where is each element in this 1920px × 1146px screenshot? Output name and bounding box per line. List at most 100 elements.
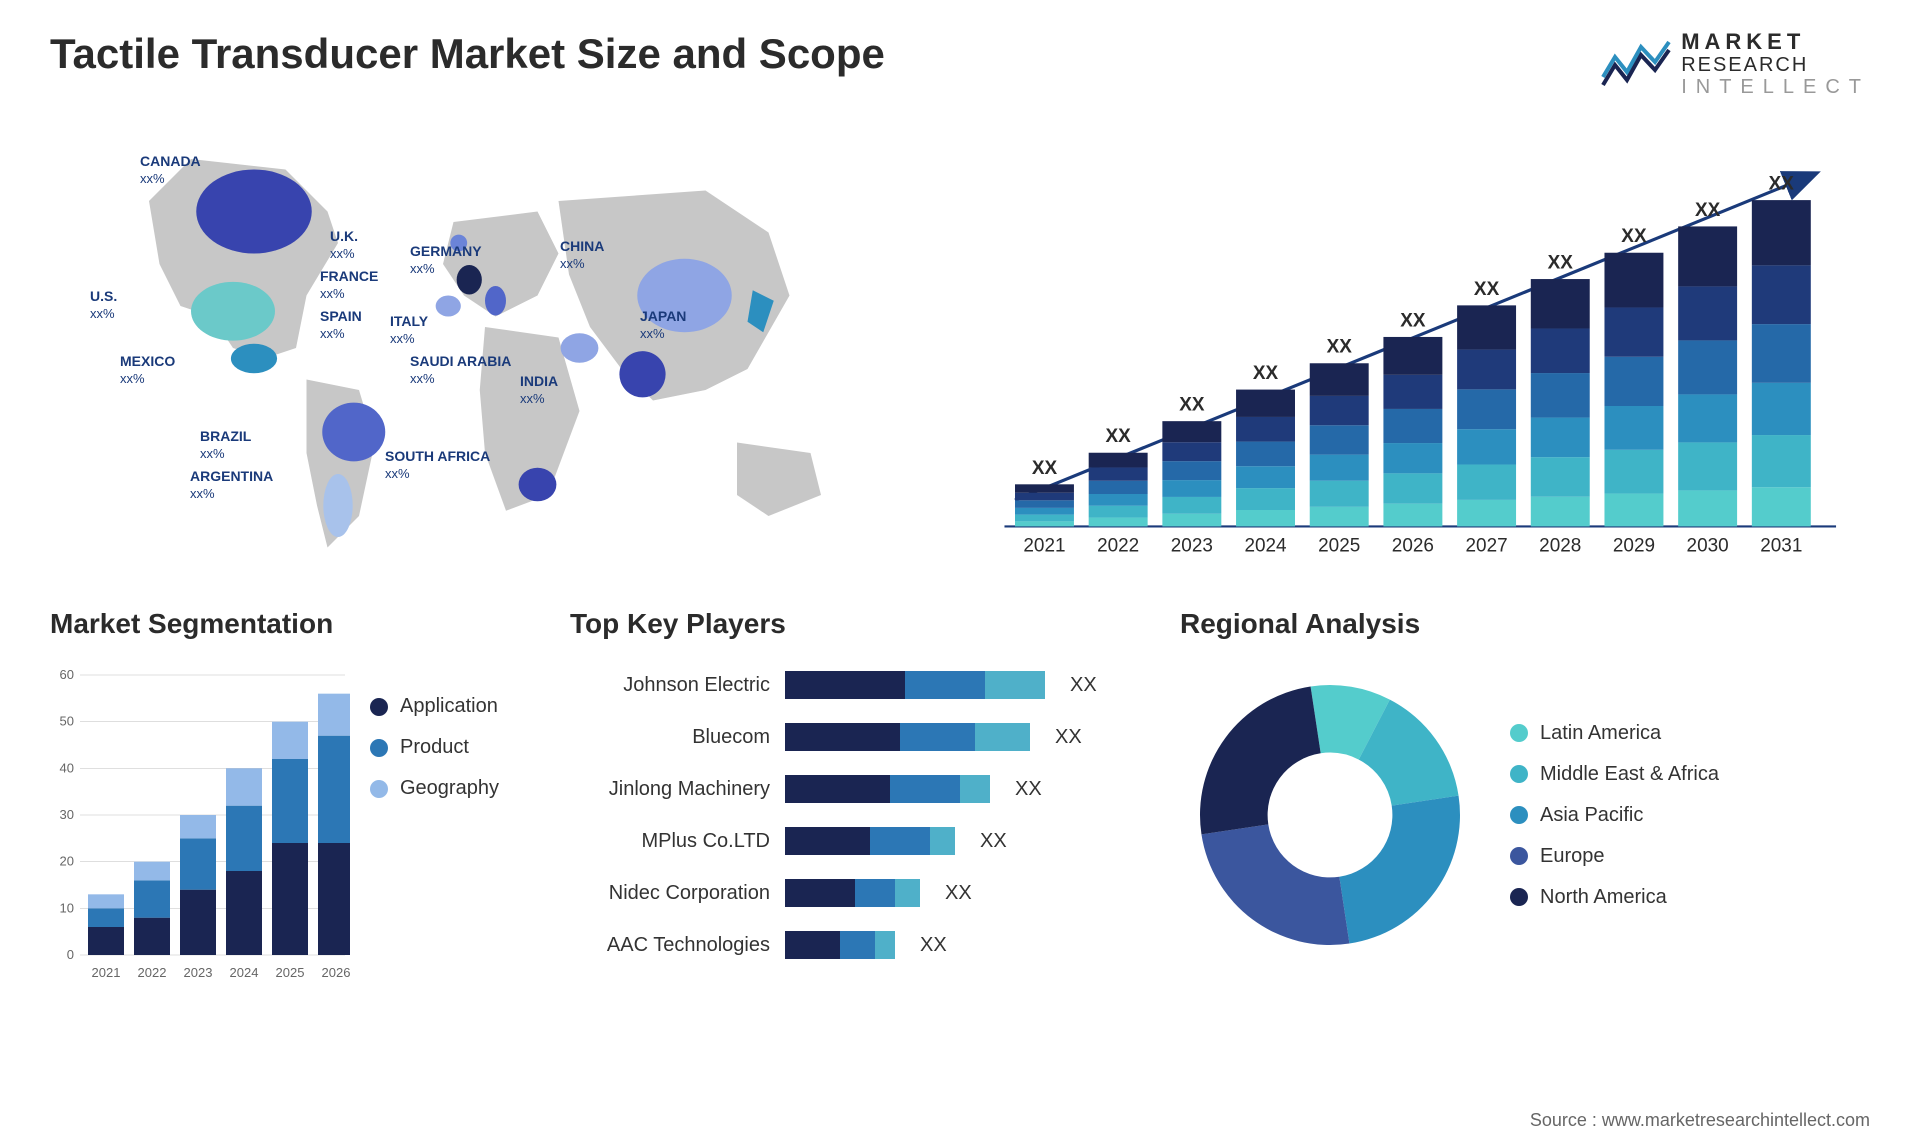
svg-text:2023: 2023 [1171, 536, 1213, 557]
map-label-spain: SPAINxx% [320, 308, 362, 342]
svg-text:10: 10 [60, 901, 74, 916]
svg-text:50: 50 [60, 714, 74, 729]
player-row: Nidec CorporationXX [570, 873, 1130, 913]
svg-text:2026: 2026 [1392, 536, 1434, 557]
player-value: XX [1055, 726, 1082, 749]
bottom-row: Market Segmentation 01020304050602021202… [50, 608, 1870, 1028]
logo-line-3: INTELLECT [1681, 76, 1870, 98]
top-row: CANADAxx% U.S.xx% MEXICOxx% BRAZILxx% ARGENT… [50, 138, 1870, 558]
player-name: Bluecom [570, 726, 770, 749]
player-value: XX [1070, 674, 1097, 697]
player-row: Bluecom XX [570, 717, 1130, 757]
map-label-germany: GERMANYxx% [410, 243, 482, 277]
map-label-south-africa: SOUTH AFRICAxx% [385, 448, 490, 482]
svg-text:2027: 2027 [1466, 536, 1508, 557]
regional-legend-item: Asia Pacific [1510, 804, 1719, 827]
player-name: Johnson Electric [570, 674, 770, 697]
growth-chart: XX 2021 XX 2022 XX 2023 XX 2024 XX 2025 XX 2026 XX 20… [980, 158, 1850, 558]
regional-panel: Regional Analysis Latin America Middle Ea… [1180, 608, 1870, 1028]
player-name: AAC Technologies [570, 934, 770, 957]
regional-legend-item: North America [1510, 886, 1719, 909]
players-chart: Johnson ElectricXXBluecomXXJinlong Machi… [570, 665, 1130, 965]
player-bar [785, 931, 895, 959]
map-label-india: INDIAxx% [520, 373, 558, 407]
svg-text:2028: 2028 [1539, 536, 1581, 557]
player-name: MPlus Co.LTD [570, 830, 770, 853]
svg-text:2022: 2022 [138, 965, 167, 980]
player-row: AAC Technologies XX [570, 925, 1130, 965]
svg-text:XX: XX [1621, 226, 1647, 247]
svg-text:XX: XX [1400, 311, 1426, 332]
svg-text:XX: XX [1695, 200, 1721, 221]
player-bar [785, 775, 990, 803]
svg-text:2023: 2023 [184, 965, 213, 980]
growth-chart-panel: XX 2021 XX 2022 XX 2023 XX 2024 XX 2025 XX 2026 XX 20… [960, 138, 1870, 558]
svg-text:XX: XX [1769, 174, 1795, 195]
map-label-china: CHINAxx% [560, 238, 604, 272]
svg-text:2021: 2021 [92, 965, 121, 980]
segmentation-panel: Market Segmentation 01020304050602021202… [50, 608, 520, 1028]
player-row: Johnson Electric XX [570, 665, 1130, 705]
source-credit: Source : www.marketresearchintellect.com [1530, 1110, 1870, 1131]
svg-text:2022: 2022 [1097, 536, 1139, 557]
svg-text:20: 20 [60, 854, 74, 869]
svg-text:2026: 2026 [322, 965, 350, 980]
players-title: Top Key Players [570, 608, 1130, 640]
player-bar [785, 879, 920, 907]
page-title: Tactile Transducer Market Size and Scope [50, 30, 885, 78]
svg-text:2029: 2029 [1613, 536, 1655, 557]
svg-text:60: 60 [60, 667, 74, 682]
regional-legend: Latin America Middle East & Africa Asia Pa… [1510, 722, 1719, 909]
svg-text:2024: 2024 [1244, 536, 1286, 557]
segmentation-title: Market Segmentation [50, 608, 520, 640]
svg-text:2021: 2021 [1023, 536, 1065, 557]
svg-text:XX: XX [1032, 458, 1058, 479]
svg-text:0: 0 [67, 947, 74, 962]
player-row: Jinlong Machinery XX [570, 769, 1130, 809]
logo-line-2: RESEARCH [1681, 54, 1870, 76]
map-label-u-k-: U.K.xx% [330, 228, 358, 262]
player-row: MPlus Co.LTD XX [570, 821, 1130, 861]
map-label-france: FRANCExx% [320, 268, 378, 302]
svg-text:XX: XX [1253, 363, 1279, 384]
map-label-saudi-arabia: SAUDI ARABIAxx% [410, 353, 511, 387]
svg-text:XX: XX [1474, 279, 1500, 300]
brand-logo: MARKET RESEARCH INTELLECT [1601, 30, 1870, 98]
map-label-argentina: ARGENTINAxx% [190, 468, 273, 502]
player-name: Nidec Corporation [570, 882, 770, 905]
header: Tactile Transducer Market Size and Scope… [50, 30, 1870, 98]
regional-legend-item: Middle East & Africa [1510, 763, 1719, 786]
segmentation-chart: 0102030405060202120222023202420252026 [50, 665, 350, 985]
regional-title: Regional Analysis [1180, 608, 1870, 640]
map-label-u-s-: U.S.xx% [90, 288, 117, 322]
svg-text:2024: 2024 [230, 965, 259, 980]
map-label-brazil: BRAZILxx% [200, 428, 251, 462]
map-label-japan: JAPANxx% [640, 308, 686, 342]
svg-text:2025: 2025 [276, 965, 305, 980]
logo-text: MARKET RESEARCH INTELLECT [1681, 30, 1870, 98]
player-name: Jinlong Machinery [570, 778, 770, 801]
logo-line-1: MARKET [1681, 30, 1870, 54]
map-label-italy: ITALYxx% [390, 313, 428, 347]
regional-legend-item: Europe [1510, 845, 1719, 868]
segmentation-legend: ApplicationProductGeography [370, 665, 499, 1028]
svg-text:40: 40 [60, 761, 74, 776]
player-value: XX [980, 830, 1007, 853]
svg-text:2025: 2025 [1318, 536, 1360, 557]
regional-donut-chart [1180, 665, 1480, 965]
regional-legend-item: Latin America [1510, 722, 1719, 745]
map-label-mexico: MEXICOxx% [120, 353, 175, 387]
player-value: XX [1015, 778, 1042, 801]
player-bar [785, 671, 1045, 699]
segmentation-legend-item: Application [370, 695, 499, 718]
svg-text:2031: 2031 [1760, 536, 1802, 557]
world-map [50, 138, 920, 558]
player-bar [785, 723, 1030, 751]
map-label-canada: CANADAxx% [140, 153, 201, 187]
world-map-panel: CANADAxx% U.S.xx% MEXICOxx% BRAZILxx% ARGENT… [50, 138, 920, 558]
svg-text:2030: 2030 [1687, 536, 1729, 557]
segmentation-legend-item: Product [370, 736, 499, 759]
players-panel: Top Key Players Johnson ElectricXXBlueco… [570, 608, 1130, 1028]
svg-text:XX: XX [1548, 253, 1574, 274]
player-value: XX [920, 934, 947, 957]
